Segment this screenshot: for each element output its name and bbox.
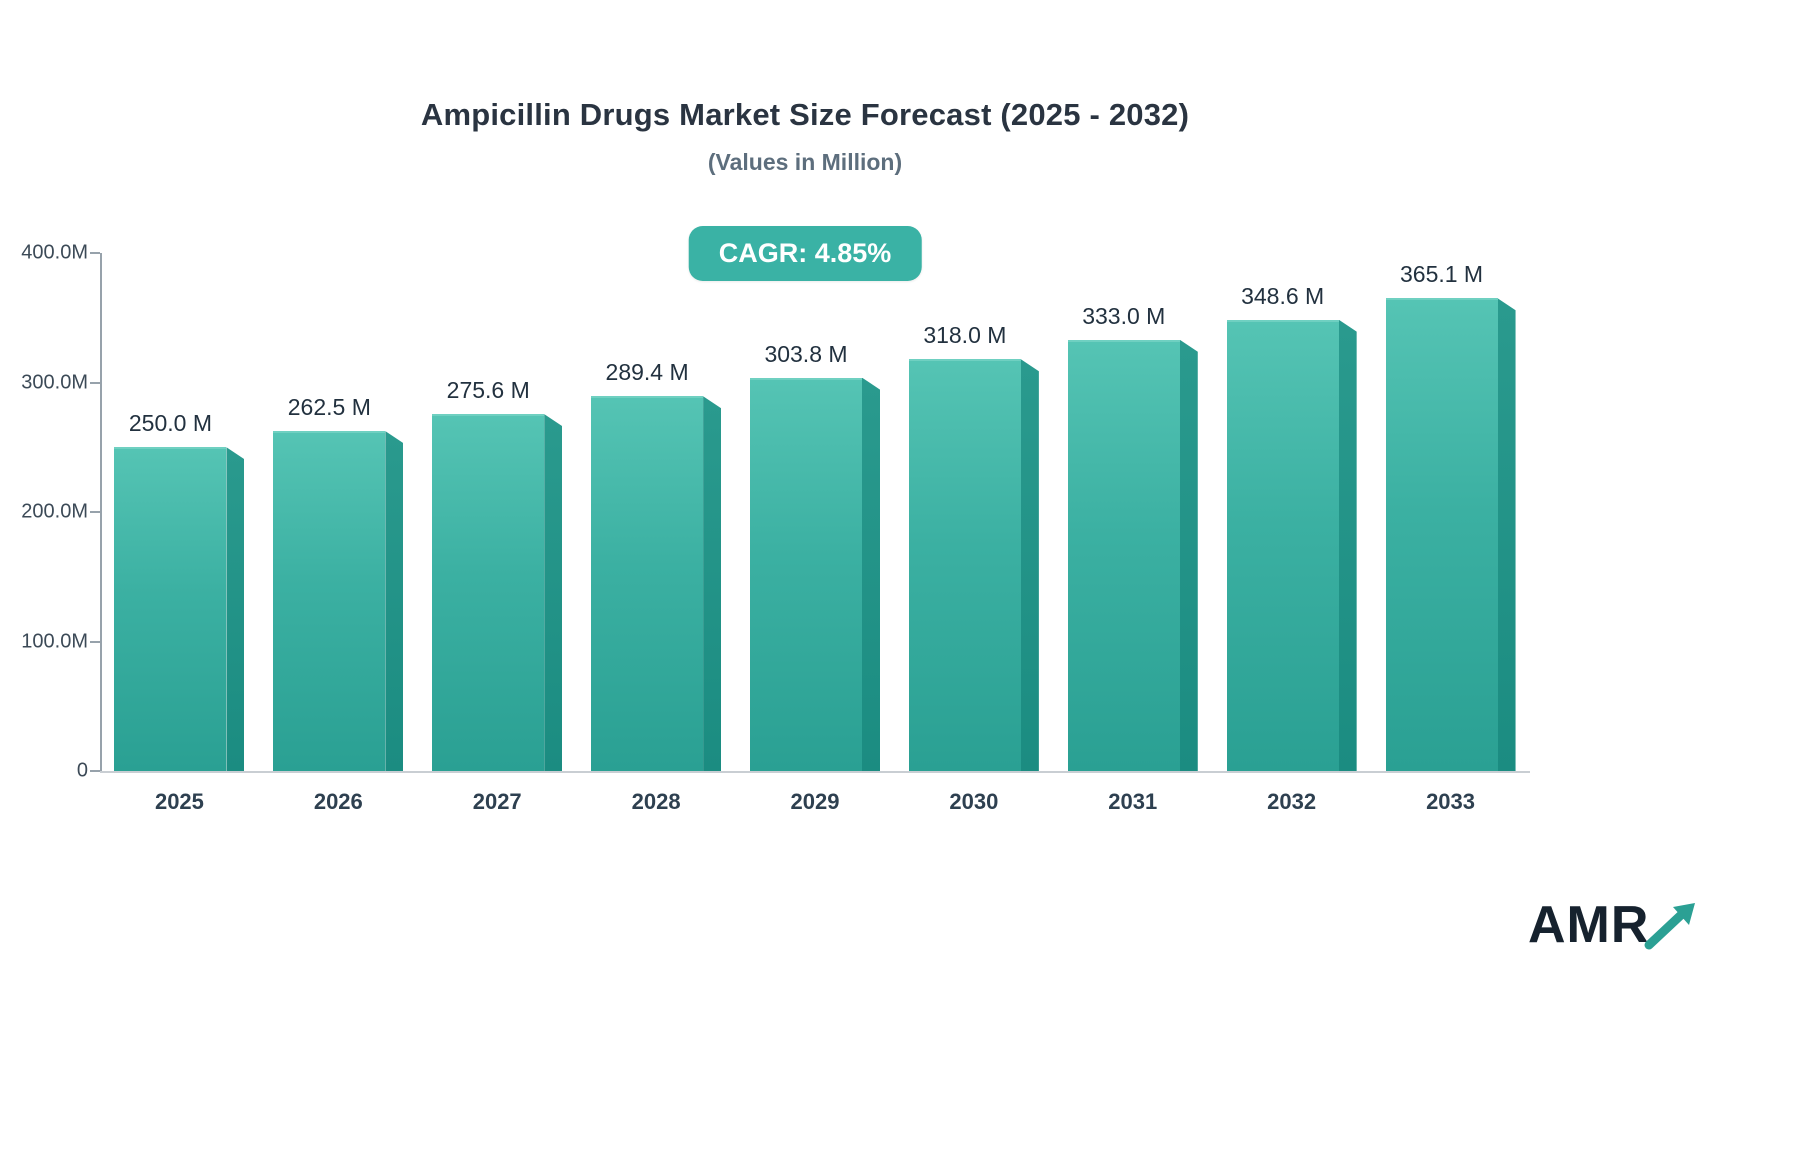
bar bbox=[1226, 319, 1339, 771]
amr-logo-text: AMR bbox=[1528, 896, 1650, 954]
bar-side-face bbox=[703, 396, 722, 771]
x-tick-label: 2025 bbox=[154, 789, 204, 814]
y-axis-line bbox=[100, 253, 102, 771]
bar-side-face bbox=[226, 447, 245, 771]
bar bbox=[1067, 339, 1180, 771]
y-tick-mark bbox=[90, 381, 100, 384]
y-tick-label: 100.0M bbox=[21, 630, 88, 652]
y-tick-label: 300.0M bbox=[21, 371, 88, 393]
bar-side-face bbox=[1497, 298, 1516, 771]
bar bbox=[1385, 298, 1498, 771]
x-tick-label: 2029 bbox=[790, 789, 840, 814]
y-tick-label: 200.0M bbox=[21, 500, 88, 523]
bar bbox=[908, 359, 1021, 771]
bar-side-face bbox=[544, 414, 563, 771]
y-tick-mark bbox=[90, 252, 100, 254]
x-tick-label: 2027 bbox=[472, 789, 522, 814]
trend-up-arrow-icon bbox=[1644, 903, 1695, 950]
bar bbox=[114, 447, 227, 771]
x-tick-label: 2033 bbox=[1426, 789, 1476, 814]
bar bbox=[273, 431, 386, 771]
bar-value-label: 365.1 M bbox=[1399, 261, 1484, 288]
bar bbox=[432, 414, 545, 771]
bar-value-label: 348.6 M bbox=[1241, 282, 1325, 309]
x-tick-label: 2032 bbox=[1267, 789, 1317, 814]
bar-value-label: 289.4 M bbox=[605, 359, 689, 386]
bar-value-label: 262.5 M bbox=[287, 394, 371, 421]
bar-side-face bbox=[1338, 319, 1357, 771]
bar bbox=[591, 396, 704, 771]
amr-logo: AMR bbox=[1528, 893, 1708, 957]
bar-value-label: 250.0 M bbox=[128, 410, 212, 437]
bar-value-label: 318.0 M bbox=[923, 322, 1007, 349]
cagr-badge: CAGR: 4.85% bbox=[688, 226, 922, 281]
chart-title: Ampicillin Drugs Market Size Forecast (2… bbox=[420, 97, 1190, 132]
bar-side-face bbox=[1179, 339, 1198, 771]
x-tick-label: 2028 bbox=[631, 789, 681, 814]
bar-side-face bbox=[862, 377, 880, 771]
bar-side-face bbox=[1020, 359, 1039, 771]
x-tick-label: 2026 bbox=[313, 789, 363, 814]
bar-value-label: 333.0 M bbox=[1082, 302, 1166, 329]
y-tick-mark bbox=[90, 770, 100, 772]
bar-value-label: 303.8 M bbox=[764, 340, 848, 367]
y-tick-mark bbox=[90, 640, 100, 643]
x-tick-label: 2031 bbox=[1108, 789, 1158, 814]
x-axis-line bbox=[100, 771, 1530, 773]
x-tick-label: 2030 bbox=[949, 789, 999, 814]
y-tick-label: 400.0M bbox=[21, 241, 88, 264]
bar-value-label: 275.6 M bbox=[446, 377, 530, 404]
bar-side-face bbox=[385, 431, 404, 771]
bar bbox=[750, 377, 862, 771]
y-tick-label: 0 bbox=[76, 759, 88, 782]
y-tick-mark bbox=[90, 511, 100, 513]
chart-subtitle: (Values in Million) bbox=[707, 149, 903, 175]
